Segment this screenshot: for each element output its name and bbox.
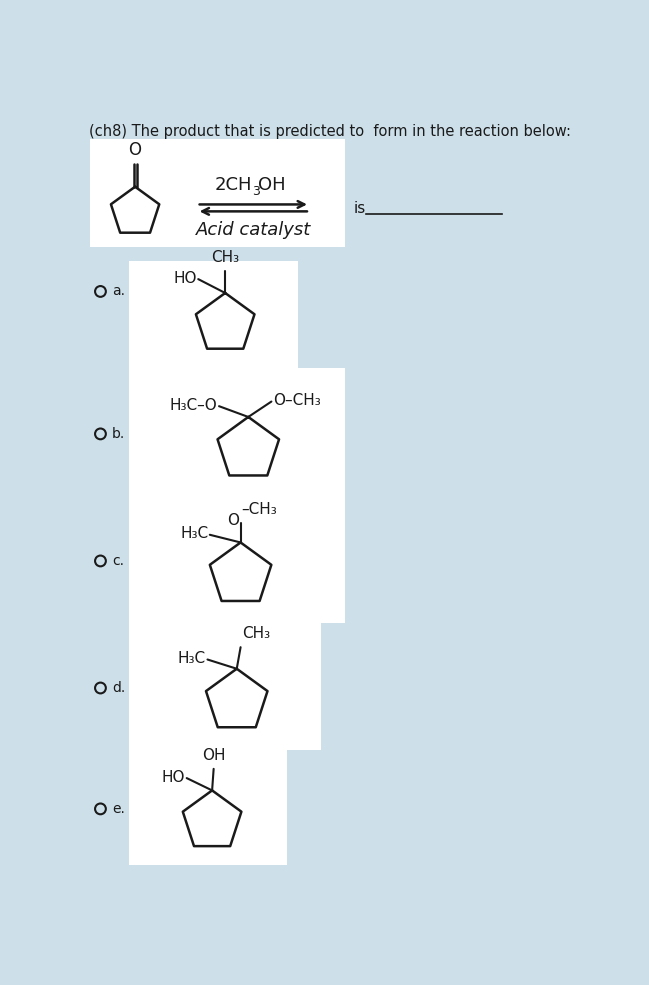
Text: is: is: [354, 201, 366, 216]
Bar: [129, 623, 321, 750]
Text: a.: a.: [112, 285, 125, 298]
Text: OH: OH: [258, 176, 286, 194]
Text: (ch8) The product that is predicted to  form in the reaction below:: (ch8) The product that is predicted to f…: [89, 123, 571, 139]
Text: O: O: [129, 141, 141, 159]
Text: Acid catalyst: Acid catalyst: [196, 222, 311, 239]
Text: H₃C: H₃C: [180, 527, 208, 542]
Bar: [129, 750, 287, 865]
Text: 2CH: 2CH: [214, 176, 252, 194]
Text: O: O: [227, 513, 239, 528]
Text: OH: OH: [202, 748, 225, 762]
Text: b.: b.: [112, 427, 125, 441]
Text: O–CH₃: O–CH₃: [273, 393, 321, 409]
Text: HO: HO: [173, 271, 197, 286]
Text: –CH₃: –CH₃: [241, 502, 277, 517]
Text: c.: c.: [112, 554, 124, 568]
Text: H₃C–O: H₃C–O: [170, 398, 217, 413]
Bar: [129, 495, 345, 623]
Bar: [129, 368, 345, 495]
Text: HO: HO: [162, 770, 185, 785]
Text: e.: e.: [112, 802, 125, 816]
Text: CH₃: CH₃: [211, 249, 239, 265]
Bar: [129, 261, 299, 368]
Text: CH₃: CH₃: [242, 626, 270, 641]
Text: d.: d.: [112, 681, 125, 695]
Text: 3: 3: [252, 184, 260, 198]
Text: H₃C: H₃C: [178, 651, 206, 666]
Bar: [90, 139, 345, 247]
